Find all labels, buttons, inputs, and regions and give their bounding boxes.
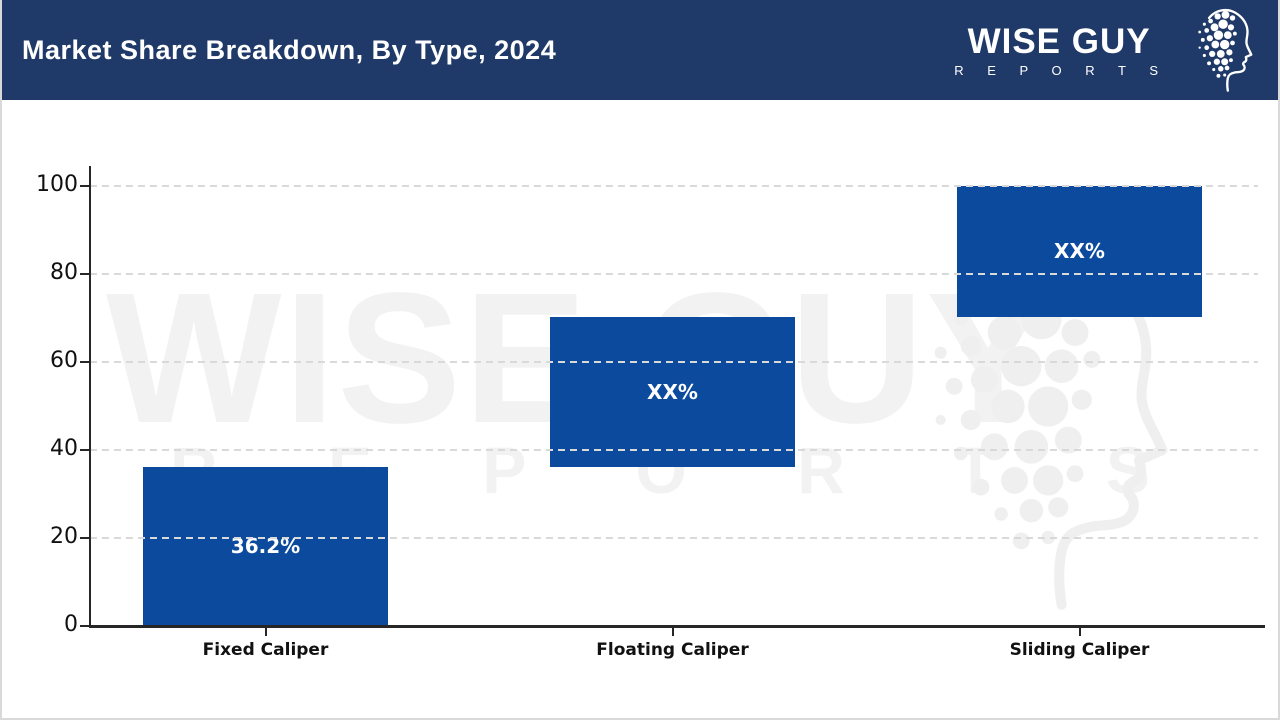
logo-wordmark: WISE GUY: [967, 21, 1151, 61]
category-label-fixed-caliper: Fixed Caliper: [202, 640, 329, 660]
bar-value-label-floating-caliper: XX%: [647, 379, 698, 404]
y-tick-label-100: 100: [36, 172, 78, 197]
gridline-40: [90, 449, 1258, 451]
bar-value-label-sliding-caliper: XX%: [1054, 239, 1105, 264]
x-tick-floating-caliper: [671, 628, 674, 636]
y-tick-100: [80, 185, 89, 187]
gridline-100: [90, 185, 1258, 187]
bar-sliding-caliper: XX%: [957, 186, 1202, 317]
y-axis: [89, 166, 91, 627]
category-label-sliding-caliper: Sliding Caliper: [1009, 640, 1150, 660]
wiseguy-logo: WISE GUY R E P O R T S: [950, 7, 1268, 93]
y-tick-label-60: 60: [50, 348, 78, 373]
dotted-face-profile-icon: [1197, 8, 1253, 92]
header-banner: Market Share Breakdown, By Type, 2024 WI…: [2, 0, 1278, 100]
y-tick-80: [80, 273, 89, 275]
chart-canvas: WISE GUY R E P O R T S 0 20 40 60 80 100 36.2%…: [2, 100, 1278, 718]
y-tick-0: [80, 625, 89, 627]
y-tick-label-0: 0: [64, 612, 78, 637]
x-axis: [89, 625, 1265, 628]
y-tick-label-80: 80: [50, 260, 78, 285]
bar-floating-caliper: XX%: [550, 316, 795, 467]
category-label-floating-caliper: Floating Caliper: [596, 640, 749, 660]
y-tick-40: [80, 449, 89, 451]
x-tick-sliding-caliper: [1078, 628, 1081, 636]
y-tick-60: [80, 361, 89, 363]
y-tick-label-40: 40: [50, 436, 78, 461]
page-title: Market Share Breakdown, By Type, 2024: [22, 34, 557, 65]
logo-subtitle: R E P O R T S: [954, 62, 1168, 78]
logo-text: WISE GUY R E P O R T S: [950, 24, 1168, 77]
gridline-20: [90, 537, 1258, 539]
y-tick-label-20: 20: [50, 524, 78, 549]
gridline-80: [90, 273, 1258, 275]
gridline-60: [90, 361, 1258, 363]
y-tick-20: [80, 537, 89, 539]
bar-fixed-caliper: 36.2%: [143, 466, 388, 626]
x-tick-fixed-caliper: [264, 628, 267, 636]
